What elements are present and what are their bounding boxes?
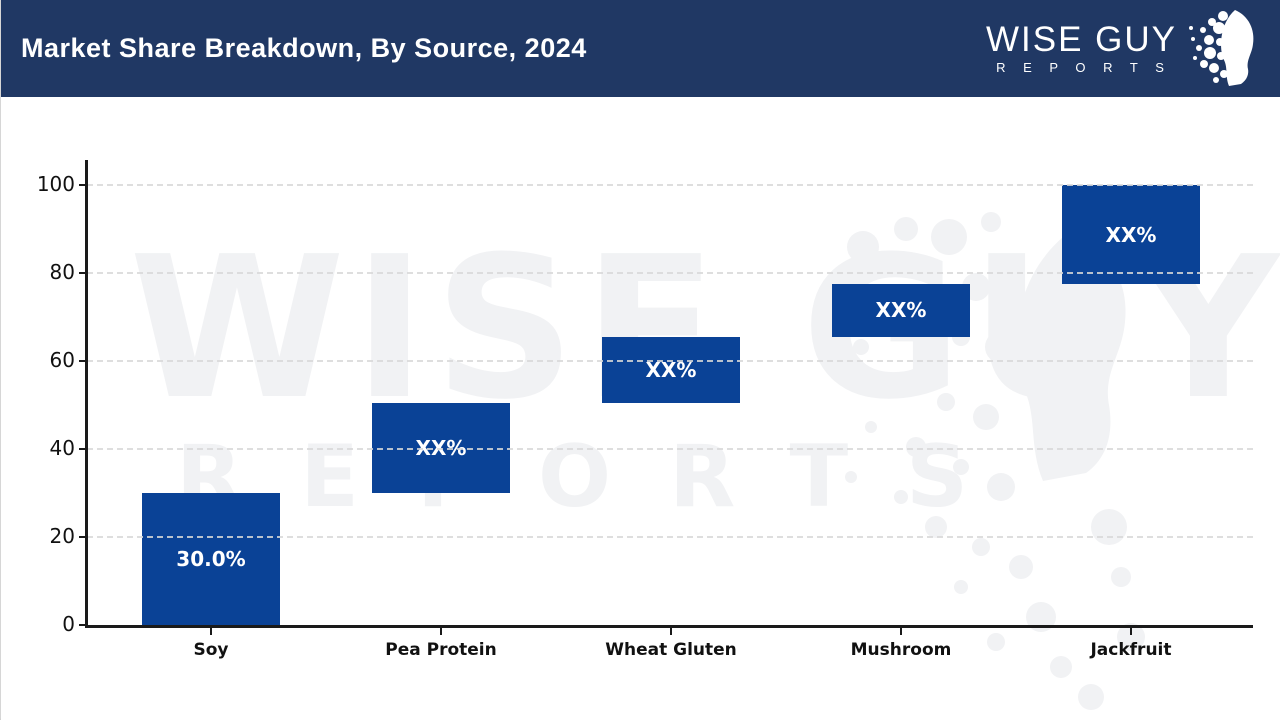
page-title: Market Share Breakdown, By Source, 2024 <box>21 33 587 63</box>
y-tick-label: 80 <box>49 260 75 284</box>
y-tick-mark <box>79 624 87 626</box>
y-tick-label: 40 <box>49 436 75 460</box>
y-tick-mark <box>79 272 87 274</box>
y-tick-label: 0 <box>62 612 75 636</box>
y-gridline <box>87 536 1253 538</box>
bar-value-label: 30.0% <box>176 547 246 571</box>
waterfall-bar: XX% <box>832 284 970 337</box>
bar-value-label: XX% <box>1105 222 1157 247</box>
x-tick-mark <box>210 628 212 635</box>
bar-value-label: XX% <box>875 298 927 323</box>
waterfall-bar: XX% <box>372 402 510 493</box>
y-tick-mark <box>79 184 87 186</box>
x-tick-mark <box>440 628 442 635</box>
y-gridline <box>87 360 1253 362</box>
brand-logo-text: WISE GUY R E P O R T S <box>986 22 1177 75</box>
y-tick-mark <box>79 536 87 538</box>
brand-name: WISE GUY <box>985 20 1177 59</box>
header-bar: Market Share Breakdown, By Source, 2024 … <box>1 0 1280 97</box>
x-axis-label: Jackfruit <box>1090 640 1172 660</box>
x-tick-mark <box>670 628 672 635</box>
waterfall-bar: 30.0% <box>142 493 280 625</box>
x-axis-label: Soy <box>193 640 229 660</box>
y-axis-line <box>85 160 88 628</box>
x-tick-mark <box>900 628 902 635</box>
bar-value-label: XX% <box>415 435 467 460</box>
x-axis-label: Wheat Gluten <box>605 640 737 660</box>
y-gridline <box>87 448 1253 450</box>
y-tick-mark <box>79 448 87 450</box>
watermark-reports-text: REPORTS <box>176 427 1027 527</box>
y-tick-mark <box>79 360 87 362</box>
waterfall-bar: XX% <box>1062 185 1200 284</box>
brand-logo: WISE GUY R E P O R T S <box>986 6 1257 92</box>
waterfall-bar: XX% <box>602 336 740 403</box>
y-gridline <box>87 184 1253 186</box>
y-gridline <box>87 272 1253 274</box>
x-axis-label: Mushroom <box>850 640 952 660</box>
x-axis-line <box>85 625 1253 628</box>
y-tick-label: 100 <box>36 172 75 196</box>
y-tick-label: 20 <box>49 524 75 548</box>
face-profile-icon <box>1179 6 1257 92</box>
brand-subtitle: R E P O R T S <box>996 60 1171 75</box>
x-tick-mark <box>1130 628 1132 635</box>
chart-area: WISE GUY REPORTS 0 20 40 60 80 100 30.0% Soy XX%… <box>1 97 1280 720</box>
y-tick-label: 60 <box>49 348 75 372</box>
x-axis-label: Pea Protein <box>385 640 497 660</box>
